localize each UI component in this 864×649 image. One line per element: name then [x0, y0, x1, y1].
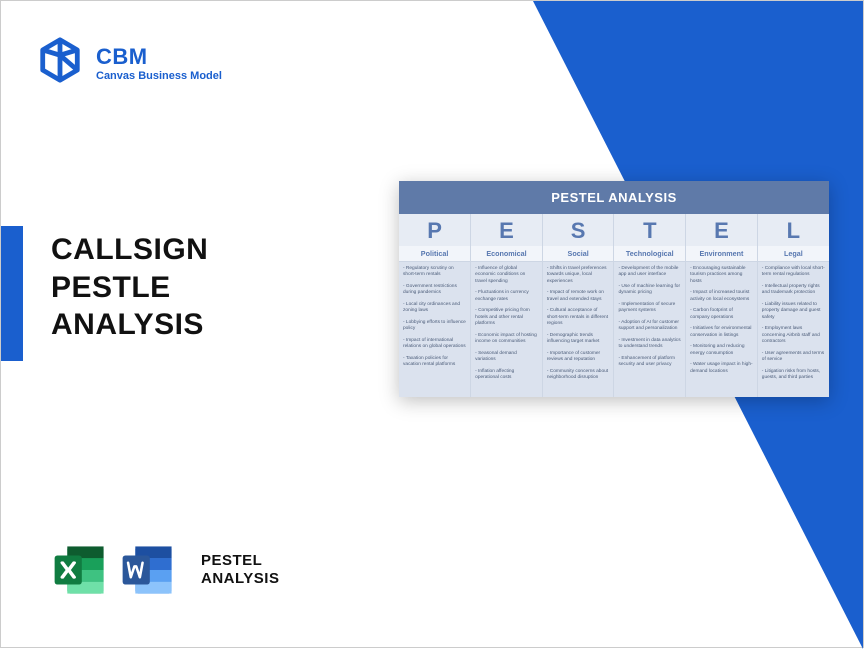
pestel-point: - Importance of customer reviews and rep…: [547, 351, 610, 364]
pestel-cell: - Influence of global economic condition…: [471, 262, 543, 397]
pestel-cell: - Regulatory scrutiny on short-term rent…: [399, 262, 471, 397]
pestel-point: - Economic impact of hosting income on c…: [475, 333, 538, 346]
pestel-point: - Use of machine learning for dynamic pr…: [618, 284, 681, 297]
page-title: CALLSIGN PESTLE ANALYSIS: [51, 231, 208, 344]
cbm-logo-icon: [36, 36, 84, 89]
pestel-point: - Intellectual property rights and trade…: [762, 284, 825, 297]
file-format-label: PESTEL ANALYSIS: [201, 552, 279, 588]
pestel-cell: - Development of the mobile app and user…: [614, 262, 686, 397]
pestel-point: - User agreements and terms of service: [762, 351, 825, 364]
pestel-point: - Impact of international relations on g…: [403, 338, 466, 351]
pestel-point: - Monitoring and reducing energy consump…: [690, 344, 753, 357]
pestel-category: Environment: [686, 246, 758, 262]
pestel-category: Economical: [471, 246, 543, 262]
logo-title: CBM: [96, 44, 222, 70]
page-title-line: CALLSIGN: [51, 231, 208, 269]
pestel-cell: - Shifts in travel preferences towards u…: [542, 262, 614, 397]
pestel-table: PESTEL PoliticalEconomicalSocialTechnolo…: [399, 214, 829, 397]
pestel-point: - Seasonal demand variations: [475, 351, 538, 364]
pestel-cell: - Compliance with local short-term renta…: [757, 262, 829, 397]
pestel-category: Legal: [757, 246, 829, 262]
file-format-icons: PESTEL ANALYSIS: [51, 541, 279, 599]
pestel-point: - Community concerns about neighborhood …: [547, 369, 610, 382]
pestel-card-title: PESTEL ANALYSIS: [399, 181, 829, 214]
pestel-point: - Carbon footprint of company operations: [690, 308, 753, 321]
pestel-point: - Compliance with local short-term renta…: [762, 266, 825, 279]
page-title-line: PESTLE: [51, 269, 208, 307]
pestel-category-row: PoliticalEconomicalSocialTechnologicalEn…: [399, 246, 829, 262]
pestel-point: - Influence of global economic condition…: [475, 266, 538, 285]
pestel-point: - Water usage impact in high-demand loca…: [690, 362, 753, 375]
pestel-letter-row: PESTEL: [399, 214, 829, 246]
pestel-letter: S: [542, 214, 614, 246]
pestel-point: - Shifts in travel preferences towards u…: [547, 266, 610, 285]
pestel-point: - Cultural acceptance of short-term rent…: [547, 308, 610, 327]
pestel-point: - Impact of remote work on travel and ex…: [547, 290, 610, 303]
logo-subtitle: Canvas Business Model: [96, 70, 222, 82]
pestel-letter: L: [757, 214, 829, 246]
pestel-category: Social: [542, 246, 614, 262]
pestel-category: Political: [399, 246, 471, 262]
pestel-point: - Litigation risks from hosts, guests, a…: [762, 369, 825, 382]
pestel-point: - Liability issues related to property d…: [762, 302, 825, 321]
pestel-point: - Fluctuations in currency exchange rate…: [475, 290, 538, 303]
pestel-point: - Inflation affecting operational costs: [475, 369, 538, 382]
left-accent-bar: [1, 226, 23, 361]
file-format-label-line: ANALYSIS: [201, 570, 279, 588]
pestel-point: - Demographic trends influencing target …: [547, 333, 610, 346]
pestel-card: PESTEL ANALYSIS PESTEL PoliticalEconomic…: [399, 181, 829, 397]
pestel-point: - Adoption of AI for customer support an…: [618, 320, 681, 333]
pestel-cell: - Encouraging sustainable tourism practi…: [686, 262, 758, 397]
pestel-point: - Taxation policies for vacation rental …: [403, 356, 466, 369]
pestel-letter: E: [686, 214, 758, 246]
pestel-points-row: - Regulatory scrutiny on short-term rent…: [399, 262, 829, 397]
pestel-point: - Encouraging sustainable tourism practi…: [690, 266, 753, 285]
pestel-point: - Employment laws concerning Airbnb staf…: [762, 326, 825, 345]
pestel-point: - Implementation of secure payment syste…: [618, 302, 681, 315]
word-icon: [119, 541, 177, 599]
excel-icon: [51, 541, 109, 599]
pestel-letter: E: [471, 214, 543, 246]
page-title-line: ANALYSIS: [51, 306, 208, 344]
pestel-point: - Initiatives for environmental conserva…: [690, 326, 753, 339]
pestel-point: - Lobbying efforts to influence policy: [403, 320, 466, 333]
pestel-letter: T: [614, 214, 686, 246]
pestel-point: - Local city ordinances and zoning laws: [403, 302, 466, 315]
pestel-letter: P: [399, 214, 471, 246]
pestel-point: - Enhancement of platform security and u…: [618, 356, 681, 369]
pestel-point: - Investment in data analytics to unders…: [618, 338, 681, 351]
pestel-point: - Impact of increased tourist activity o…: [690, 290, 753, 303]
logo: CBM Canvas Business Model: [36, 36, 222, 89]
pestel-point: - Competitive pricing from hotels and ot…: [475, 308, 538, 327]
pestel-point: - Regulatory scrutiny on short-term rent…: [403, 266, 466, 279]
pestel-point: - Development of the mobile app and user…: [618, 266, 681, 279]
pestel-category: Technological: [614, 246, 686, 262]
pestel-point: - Government restrictions during pandemi…: [403, 284, 466, 297]
file-format-label-line: PESTEL: [201, 552, 279, 570]
